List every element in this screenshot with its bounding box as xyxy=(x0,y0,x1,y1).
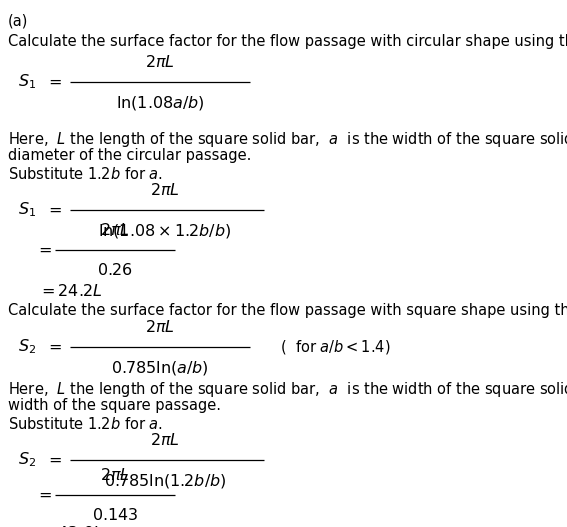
Text: Substitute 1.2$b$ for $a$.: Substitute 1.2$b$ for $a$. xyxy=(8,416,163,432)
Text: =: = xyxy=(49,453,62,467)
Text: $2\pi L$: $2\pi L$ xyxy=(145,54,175,70)
Text: $S_1$: $S_1$ xyxy=(18,201,36,219)
Text: $2\pi L$: $2\pi L$ xyxy=(100,222,130,238)
Text: $S_1$: $S_1$ xyxy=(18,73,36,91)
Text: =: = xyxy=(38,242,52,258)
Text: =: = xyxy=(49,74,62,90)
Text: Here,  $\mathit{L}$ the length of the square solid bar,  $a$  is the width of th: Here, $\mathit{L}$ the length of the squ… xyxy=(8,130,567,149)
Text: $\ln(1.08 \times 1.2b/b)$: $\ln(1.08 \times 1.2b/b)$ xyxy=(98,222,232,240)
Text: width of the square passage.: width of the square passage. xyxy=(8,398,221,413)
Text: Here,  $\mathit{L}$ the length of the square solid bar,  $a$  is the width of th: Here, $\mathit{L}$ the length of the squ… xyxy=(8,380,567,399)
Text: Calculate the surface factor for the flow passage with circular shape using the : Calculate the surface factor for the flo… xyxy=(8,34,567,49)
Text: $= 43.9L$: $= 43.9L$ xyxy=(38,525,103,527)
Text: $0.143$: $0.143$ xyxy=(92,507,138,523)
Text: $2\pi L$: $2\pi L$ xyxy=(100,467,130,483)
Text: =: = xyxy=(49,202,62,218)
Text: $2\pi L$: $2\pi L$ xyxy=(150,432,180,448)
Text: $S_2$: $S_2$ xyxy=(18,338,36,356)
Text: =: = xyxy=(38,487,52,503)
Text: Substitute 1.2$b$ for $a$.: Substitute 1.2$b$ for $a$. xyxy=(8,166,163,182)
Text: $0.26$: $0.26$ xyxy=(97,262,133,278)
Text: Calculate the surface factor for the flow passage with square shape using the eq: Calculate the surface factor for the flo… xyxy=(8,303,567,318)
Text: $0.785\ln(a/b)$: $0.785\ln(a/b)$ xyxy=(111,359,209,377)
Text: =: = xyxy=(49,339,62,355)
Text: (a): (a) xyxy=(8,14,28,29)
Text: $0.785\ln(1.2b/b)$: $0.785\ln(1.2b/b)$ xyxy=(104,472,226,490)
Text: (  for $a/b < 1.4$): ( for $a/b < 1.4$) xyxy=(280,338,391,356)
Text: $= 24.2L$: $= 24.2L$ xyxy=(38,283,103,299)
Text: $2\pi L$: $2\pi L$ xyxy=(150,182,180,198)
Text: $\ln(1.08a/b)$: $\ln(1.08a/b)$ xyxy=(116,94,204,112)
Text: diameter of the circular passage.: diameter of the circular passage. xyxy=(8,148,251,163)
Text: $2\pi L$: $2\pi L$ xyxy=(145,319,175,335)
Text: $S_2$: $S_2$ xyxy=(18,451,36,470)
